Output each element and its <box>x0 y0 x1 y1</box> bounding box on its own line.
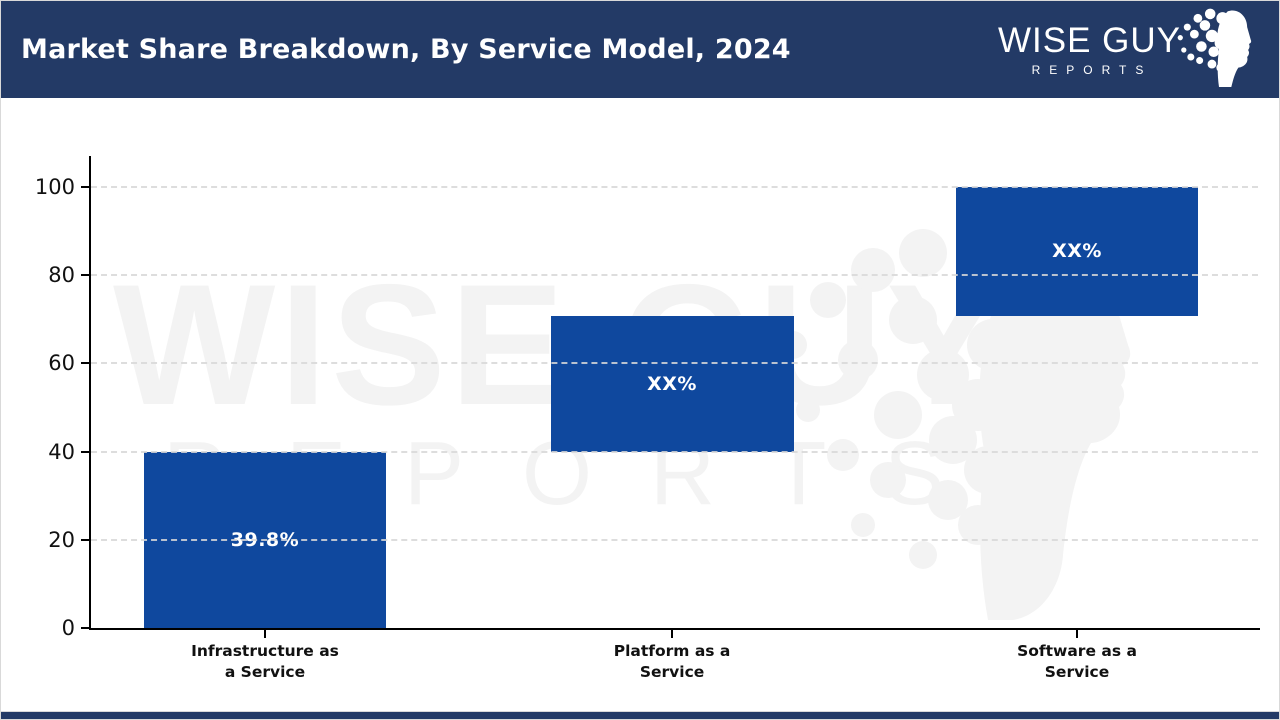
header: Market Share Breakdown, By Service Model… <box>1 1 1279 98</box>
y-tick <box>81 627 89 629</box>
bar-2: XX% <box>955 187 1199 316</box>
y-tick <box>81 362 89 365</box>
y-tick <box>81 186 89 188</box>
y-axis-line <box>89 156 91 630</box>
bar-value-label: XX% <box>647 373 697 396</box>
x-tick <box>1075 630 1078 638</box>
logo-text: WISE GUY REPORTS <box>998 23 1181 77</box>
y-tick-label: 60 <box>48 351 75 376</box>
y-tick-label: 0 <box>61 616 75 640</box>
gridline <box>91 538 1258 541</box>
y-tick <box>81 274 89 277</box>
gridline <box>91 362 1258 365</box>
gridline <box>91 450 1258 453</box>
gridline <box>91 186 1258 188</box>
bar-value-label: XX% <box>1052 240 1102 263</box>
footer-bar <box>1 712 1279 719</box>
category-label-1: Platform as a Service <box>613 642 731 681</box>
y-tick-label: 20 <box>48 527 75 552</box>
logo-wordmark: WISE GUY <box>997 20 1181 60</box>
y-tick-label: 100 <box>34 175 75 199</box>
y-tick <box>81 450 89 453</box>
y-tick-label: 80 <box>48 263 75 288</box>
bar-1: XX% <box>550 315 794 453</box>
plot-area: 39.8% XX% XX% <box>91 186 1258 628</box>
y-tick <box>81 538 89 541</box>
x-tick <box>671 630 674 638</box>
page-title: Market Share Breakdown, By Service Model… <box>21 34 791 65</box>
logo-face-icon <box>1177 8 1252 87</box>
y-tick-label: 40 <box>48 439 75 464</box>
category-label-0: Infrastructure as a Service <box>191 642 339 681</box>
x-tick <box>263 630 266 638</box>
gridline <box>91 274 1258 277</box>
footer-rule <box>1 711 1279 712</box>
logo-subtitle: REPORTS <box>1031 62 1153 77</box>
brand-logo: WISE GUY REPORTS <box>998 6 1263 94</box>
x-axis-line <box>89 628 1260 630</box>
category-label-2: Software as a Service <box>1017 642 1137 681</box>
